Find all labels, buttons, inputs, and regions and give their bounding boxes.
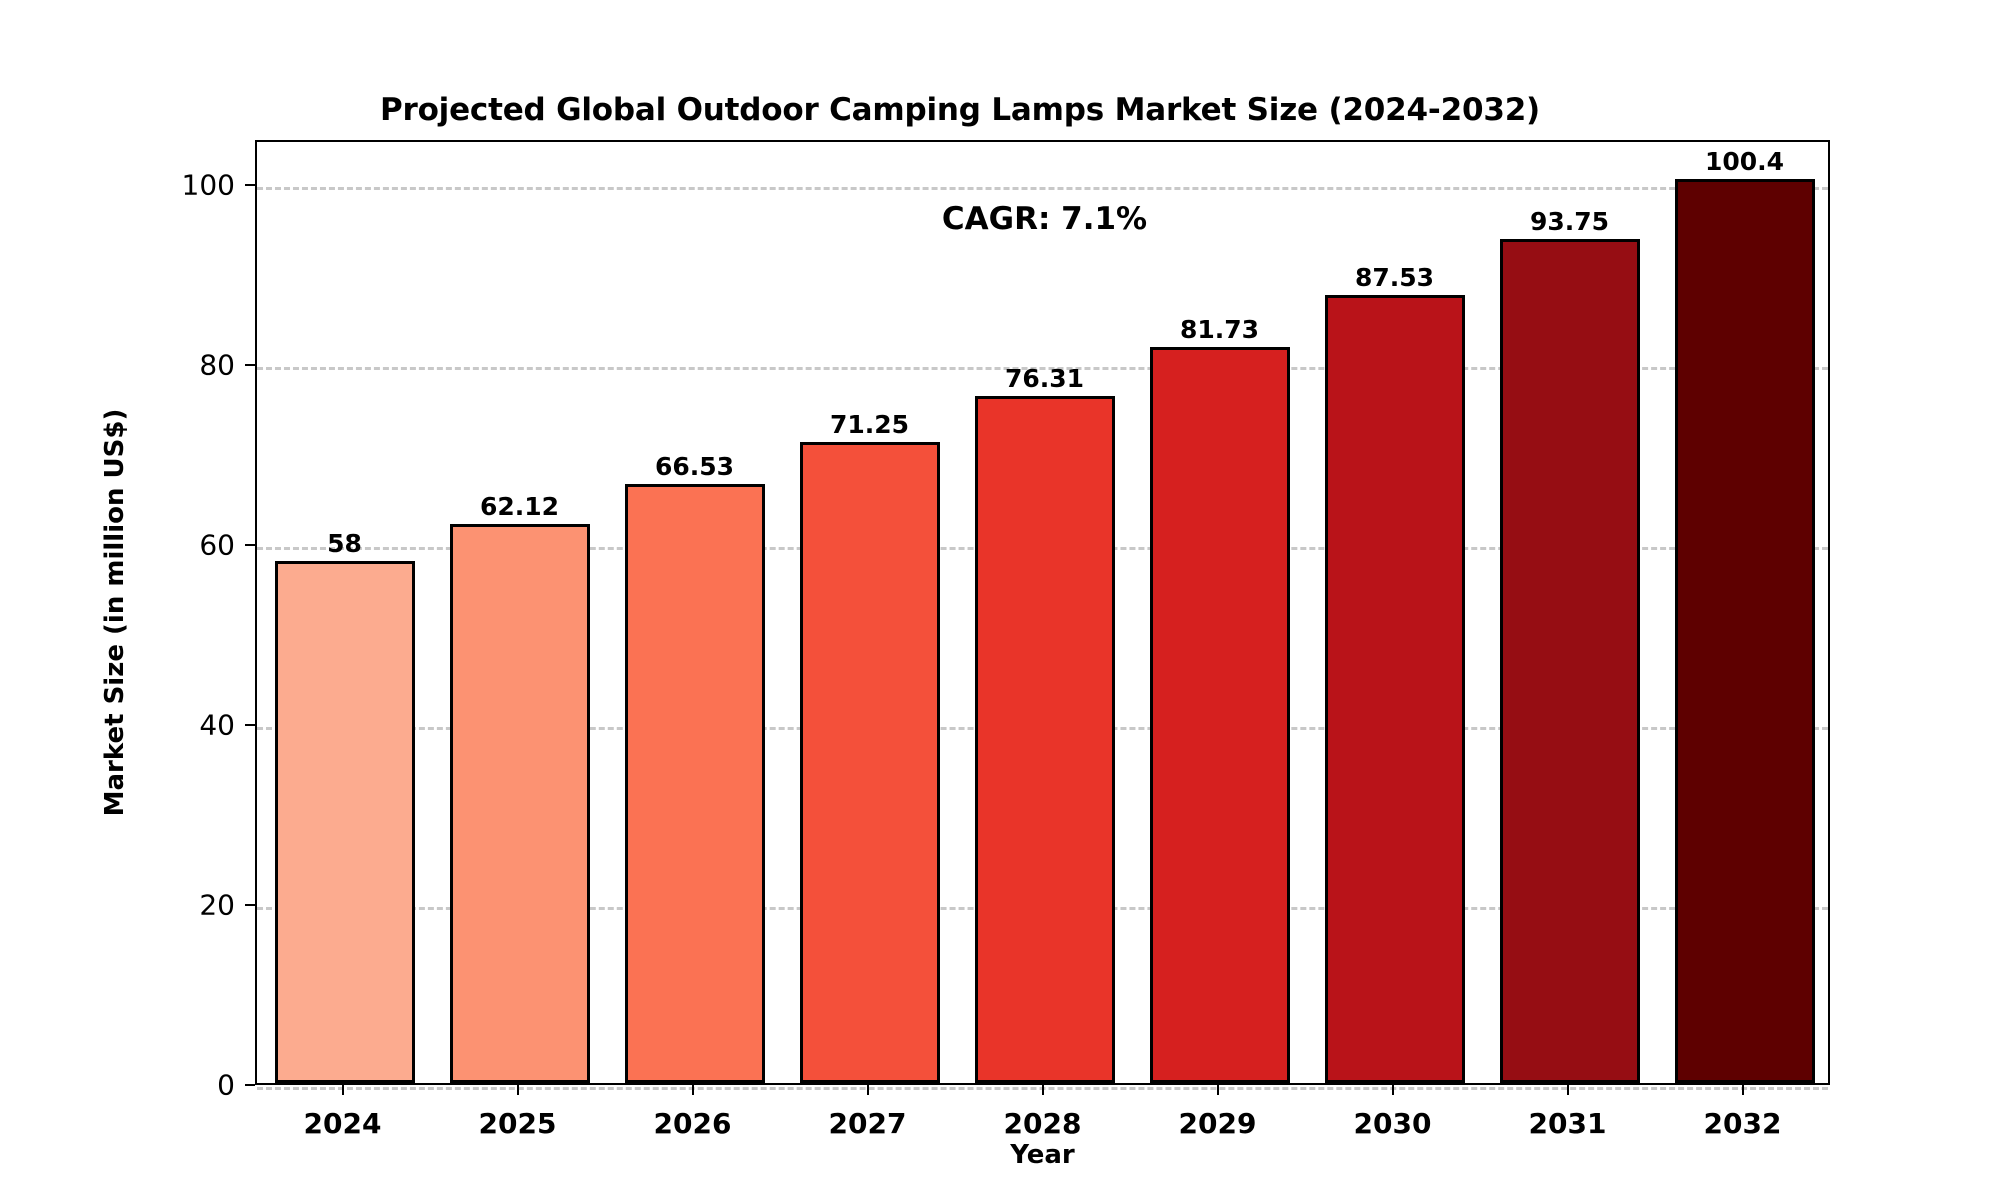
gridline — [257, 367, 1828, 370]
y-tick-label: 20 — [199, 888, 235, 922]
x-axis-title: Year — [1010, 1140, 1075, 1170]
x-tick-label: 2028 — [1003, 1107, 1082, 1140]
x-tick-label: 2026 — [653, 1107, 732, 1140]
x-tick-label: 2024 — [303, 1107, 382, 1140]
y-tick-label: 80 — [199, 348, 235, 382]
chart-title: Projected Global Outdoor Camping Lamps M… — [379, 92, 1541, 128]
bar[interactable] — [1324, 295, 1465, 1083]
gridline — [257, 187, 1828, 190]
bar-value-label: 71.25 — [829, 409, 910, 439]
bar-value-label: 81.73 — [1179, 315, 1260, 345]
y-tick-label: 60 — [199, 528, 235, 562]
bar-value-label: 58 — [327, 529, 362, 558]
x-tick-label: 2029 — [1178, 1107, 1257, 1140]
y-axis-ticks: 0 20 40 60 80 100 — [0, 140, 255, 1102]
x-tick-mark — [341, 1085, 344, 1095]
x-tick-mark — [1041, 1085, 1044, 1095]
cagr-annotation: CAGR: 7.1% — [941, 200, 1148, 237]
bar-value-label: 100.4 — [1704, 147, 1785, 177]
y-tick-mark — [245, 364, 255, 366]
bar-value-label: 62.12 — [479, 491, 560, 521]
x-tick-label: 2031 — [1528, 1107, 1607, 1140]
y-tick-mark — [245, 544, 255, 546]
bar-value-label: 66.53 — [654, 452, 735, 482]
y-tick-mark — [245, 184, 255, 186]
y-tick-label: 100 — [181, 168, 235, 202]
y-tick-mark — [245, 904, 255, 906]
bars-layer — [257, 142, 1828, 1083]
x-tick-mark — [1391, 1085, 1394, 1095]
x-tick-mark — [866, 1085, 869, 1095]
x-tick-label: 2025 — [478, 1107, 557, 1140]
x-tick-mark — [1216, 1085, 1219, 1095]
bar[interactable] — [1499, 239, 1640, 1083]
bar[interactable] — [624, 484, 765, 1083]
y-tick-label: 0 — [217, 1068, 235, 1102]
y-tick-mark — [245, 724, 255, 726]
plot-inner: 58 62.12 66.53 71.25 76.31 81.73 87.53 93.75 100… — [257, 142, 1828, 1090]
bar[interactable] — [1674, 179, 1815, 1083]
bar-value-label: 76.31 — [1004, 364, 1085, 394]
bar[interactable] — [974, 396, 1115, 1083]
bar[interactable] — [274, 561, 415, 1083]
bar[interactable] — [1149, 347, 1290, 1083]
y-tick-mark — [245, 1084, 255, 1086]
x-tick-label: 2032 — [1703, 1107, 1782, 1140]
x-tick-mark — [1566, 1085, 1569, 1095]
bar[interactable] — [449, 523, 590, 1083]
plot-area: 58 62.12 66.53 71.25 76.31 81.73 87.53 93.75 100… — [255, 140, 1830, 1090]
bar-value-label: 93.75 — [1529, 207, 1610, 237]
x-tick-mark — [516, 1085, 519, 1095]
x-tick-label: 2030 — [1353, 1107, 1432, 1140]
bar-value-label: 87.53 — [1354, 263, 1435, 293]
bar[interactable] — [799, 441, 940, 1083]
x-tick-mark — [691, 1085, 694, 1095]
x-tick-mark — [1741, 1085, 1744, 1095]
y-tick-label: 40 — [199, 708, 235, 742]
x-axis-ticks: 2024 2025 2026 2027 2028 2029 2030 2031 2032 — [255, 1085, 1830, 1145]
x-tick-label: 2027 — [828, 1107, 907, 1140]
